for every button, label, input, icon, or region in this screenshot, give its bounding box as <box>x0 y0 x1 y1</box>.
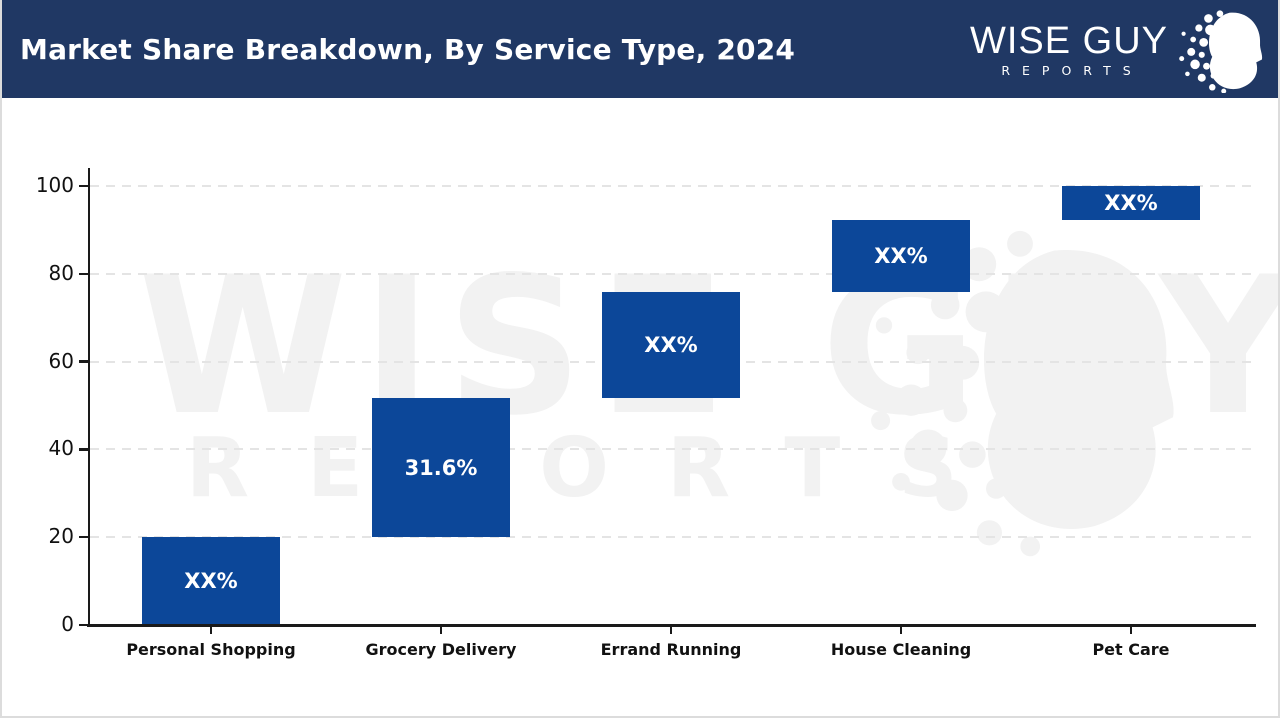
dotted-face-icon <box>1179 10 1263 93</box>
gridline-80 <box>90 272 1256 275</box>
x-axis-label-grocery-delivery: Grocery Delivery <box>365 640 517 659</box>
x-tick-errand-running <box>669 626 673 634</box>
header: Market Share Breakdown, By Service Type,… <box>0 0 1280 98</box>
brand-name: WISE GUY <box>969 20 1168 63</box>
y-tick-label-40: 40 <box>48 436 74 461</box>
x-tick-grocery-delivery <box>439 626 443 634</box>
x-axis-label-personal-shopping: Personal Shopping <box>126 640 296 659</box>
brand-logo-text: WISE GUY REPORTS <box>969 20 1168 78</box>
watermark-face-icon <box>871 230 1174 557</box>
page-title: Market Share Breakdown, By Service Type,… <box>20 32 796 66</box>
bar-pet-care: XX% <box>1062 186 1200 220</box>
y-tick-100 <box>79 184 89 188</box>
watermark-brand-subname: REPORTS <box>186 421 1016 516</box>
brand-logo: WISE GUY REPORTS <box>970 6 1266 94</box>
gridline-100 <box>90 185 1256 187</box>
x-axis-line <box>87 624 1256 627</box>
x-axis-label-pet-care: Pet Care <box>1092 640 1170 659</box>
x-tick-pet-care <box>1129 626 1133 634</box>
bar-value-label-personal-shopping: XX% <box>184 569 238 594</box>
y-tick-label-0: 0 <box>61 612 74 636</box>
x-tick-personal-shopping <box>209 626 213 634</box>
bar-value-label-grocery-delivery: 31.6% <box>404 455 478 480</box>
bar-grocery-delivery: 31.6% <box>372 398 510 538</box>
bar-errand-running: XX% <box>602 292 740 399</box>
x-axis-label-errand-running: Errand Running <box>600 640 742 659</box>
y-tick-40 <box>79 448 89 451</box>
bar-value-label-house-cleaning: XX% <box>874 244 928 268</box>
y-tick-20 <box>79 535 89 539</box>
y-axis-line <box>87 168 90 627</box>
x-tick-house-cleaning <box>899 626 903 634</box>
bar-house-cleaning: XX% <box>832 219 970 293</box>
brand-subname: REPORTS <box>1001 62 1143 78</box>
bar-value-label-errand-running: XX% <box>644 333 698 358</box>
gridline-40 <box>90 448 1256 451</box>
y-tick-0 <box>79 623 89 627</box>
y-tick-80 <box>79 272 89 276</box>
y-tick-label-60: 60 <box>48 348 74 373</box>
x-axis-label-house-cleaning: House Cleaning <box>830 640 972 659</box>
y-tick-label-100: 100 <box>35 173 74 197</box>
bar-personal-shopping: XX% <box>142 537 280 625</box>
y-tick-60 <box>79 360 89 363</box>
y-tick-label-80: 80 <box>48 260 74 285</box>
bar-value-label-pet-care: XX% <box>1104 190 1158 215</box>
y-tick-label-20: 20 <box>48 524 74 549</box>
gridline-20 <box>90 536 1256 539</box>
